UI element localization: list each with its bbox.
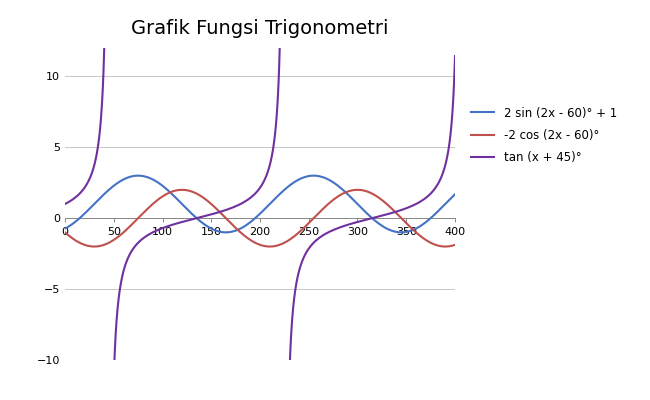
2 sin (2x - 60)° + 1 [135,173,142,178]
2 sin (2x - 60)° + 1 [84,208,92,212]
2 sin (2x - 60)° + 1 [63,225,71,230]
-2 cos (2x - 60)° [138,212,146,217]
-2 cos (2x - 60)° [77,241,85,246]
tan (x + 45)° [61,202,69,206]
-2 cos (2x - 60)° [61,230,69,235]
2 sin (2x - 60)° + 1 [77,214,85,219]
Line: tan (x + 45)°: tan (x + 45)° [65,0,455,400]
-2 cos (2x - 60)° [430,242,438,247]
tan (x + 45)° [77,190,85,194]
-2 cos (2x - 60)° [354,188,361,192]
tan (x + 45)° [138,237,146,242]
tan (x + 45)° [451,54,459,58]
-2 cos (2x - 60)° [63,232,71,236]
2 sin (2x - 60)° + 1 [61,226,69,231]
-2 cos (2x - 60)° [84,244,92,248]
2 sin (2x - 60)° + 1 [252,215,259,220]
Legend: 2 sin (2x - 60)° + 1, -2 cos (2x - 60)°, tan (x + 45)°: 2 sin (2x - 60)° + 1, -2 cos (2x - 60)°,… [465,101,623,170]
tan (x + 45)° [252,191,259,196]
2 sin (2x - 60)° + 1 [138,174,146,178]
tan (x + 45)° [84,179,92,184]
-2 cos (2x - 60)° [252,241,259,246]
-2 cos (2x - 60)° [451,242,459,247]
-2 cos (2x - 60)° [441,244,449,249]
Line: 2 sin (2x - 60)° + 1: 2 sin (2x - 60)° + 1 [65,176,455,232]
2 sin (2x - 60)° + 1 [430,212,438,217]
2 sin (2x - 60)° + 1 [451,192,459,197]
2 sin (2x - 60)° + 1 [397,230,405,235]
tan (x + 45)° [63,201,71,206]
tan (x + 45)° [430,187,438,192]
Title: Grafik Fungsi Trigonometri: Grafik Fungsi Trigonometri [131,19,389,38]
Line: -2 cos (2x - 60)°: -2 cos (2x - 60)° [65,190,455,246]
